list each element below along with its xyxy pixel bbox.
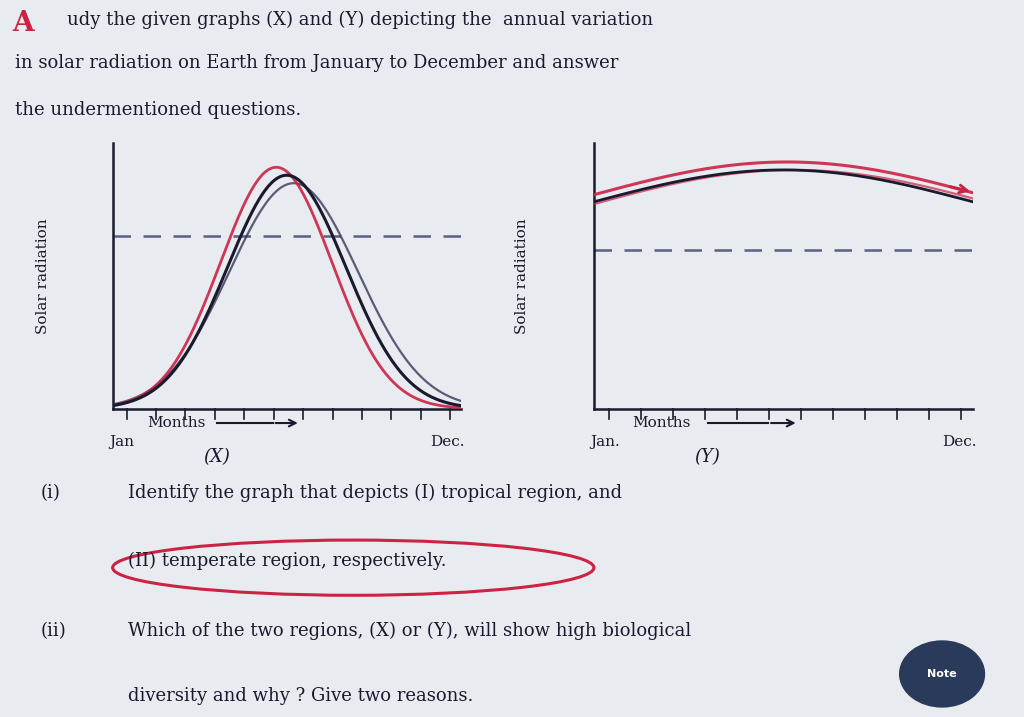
Text: udy the given graphs (X) and (Y) depicting the  annual variation: udy the given graphs (X) and (Y) depicti… bbox=[67, 10, 652, 29]
Text: (i): (i) bbox=[41, 483, 60, 502]
Text: Dec.: Dec. bbox=[430, 435, 464, 450]
Text: diversity and why ? Give two reasons.: diversity and why ? Give two reasons. bbox=[128, 687, 473, 705]
Text: (II) temperate region, respectively.: (II) temperate region, respectively. bbox=[128, 551, 446, 569]
Text: A: A bbox=[12, 10, 34, 37]
Text: the undermentioned questions.: the undermentioned questions. bbox=[15, 100, 302, 119]
Text: Months: Months bbox=[147, 416, 206, 430]
Circle shape bbox=[900, 641, 984, 707]
Text: (Y): (Y) bbox=[694, 448, 721, 467]
Text: Jan.: Jan. bbox=[590, 435, 620, 450]
Text: Jan: Jan bbox=[110, 435, 134, 450]
Text: Months: Months bbox=[632, 416, 690, 430]
Text: Identify the graph that depicts (I) tropical region, and: Identify the graph that depicts (I) trop… bbox=[128, 483, 623, 502]
Text: in solar radiation on Earth from January to December and answer: in solar radiation on Earth from January… bbox=[15, 54, 618, 72]
Text: (X): (X) bbox=[204, 448, 230, 467]
Text: Dec.: Dec. bbox=[942, 435, 977, 450]
Text: Solar radiation: Solar radiation bbox=[515, 218, 529, 334]
Text: Note: Note bbox=[928, 669, 956, 679]
Text: Solar radiation: Solar radiation bbox=[36, 218, 50, 334]
Text: (ii): (ii) bbox=[41, 622, 67, 640]
Text: Which of the two regions, (X) or (Y), will show high biological: Which of the two regions, (X) or (Y), wi… bbox=[128, 622, 691, 640]
